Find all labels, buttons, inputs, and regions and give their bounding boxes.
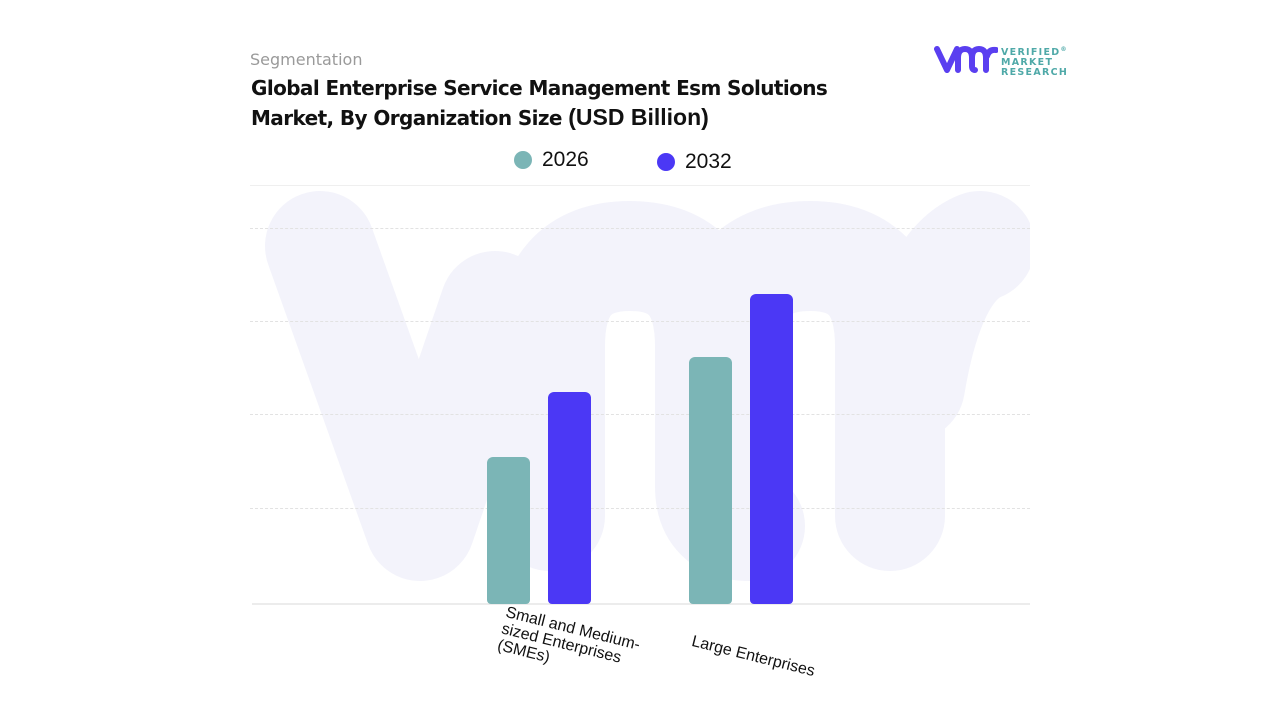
- title-line-2: Market, By Organization Size: [251, 106, 569, 130]
- chart-subtitle: Segmentation: [250, 50, 363, 69]
- x-label-sme: Small and Medium- sized Enterprises (SME…: [495, 604, 642, 667]
- chart-title: Global Enterprise Service Management Esm…: [251, 74, 828, 133]
- vmr-logo: VERIFIED® MARKET RESEARCH: [934, 44, 1067, 78]
- plot-top-border: [250, 185, 1030, 186]
- legend-item-2032[interactable]: 2032: [657, 150, 732, 174]
- legend-label-2026: 2026: [542, 148, 589, 171]
- bar-sme-2032[interactable]: [548, 392, 591, 604]
- gridline-2: [250, 414, 1030, 415]
- bar-large-2032[interactable]: [750, 294, 793, 604]
- gridline-1: [250, 508, 1030, 509]
- x-label-large: Large Enterprises: [689, 633, 817, 681]
- legend-swatch-2032-icon: [657, 153, 675, 171]
- title-unit: (USD Billion): [568, 104, 709, 130]
- vmr-watermark-icon: [265, 191, 1030, 581]
- gridline-4: [250, 228, 1030, 229]
- legend-item-2026[interactable]: 2026: [514, 148, 589, 172]
- gridline-3: [250, 321, 1030, 322]
- bar-sme-2026[interactable]: [487, 457, 530, 604]
- plot-area: [250, 186, 1030, 606]
- title-line-1: Global Enterprise Service Management Esm…: [251, 76, 828, 100]
- legend-label-2032: 2032: [685, 150, 732, 173]
- bar-large-2026[interactable]: [689, 357, 732, 604]
- legend-swatch-2026-icon: [514, 151, 532, 169]
- vmr-logo-text: VERIFIED® MARKET RESEARCH: [1001, 46, 1069, 79]
- chart-legend: 2026 2032: [0, 148, 1280, 176]
- x-axis-baseline: [252, 603, 1030, 605]
- vmr-logo-mark-icon: [934, 46, 998, 73]
